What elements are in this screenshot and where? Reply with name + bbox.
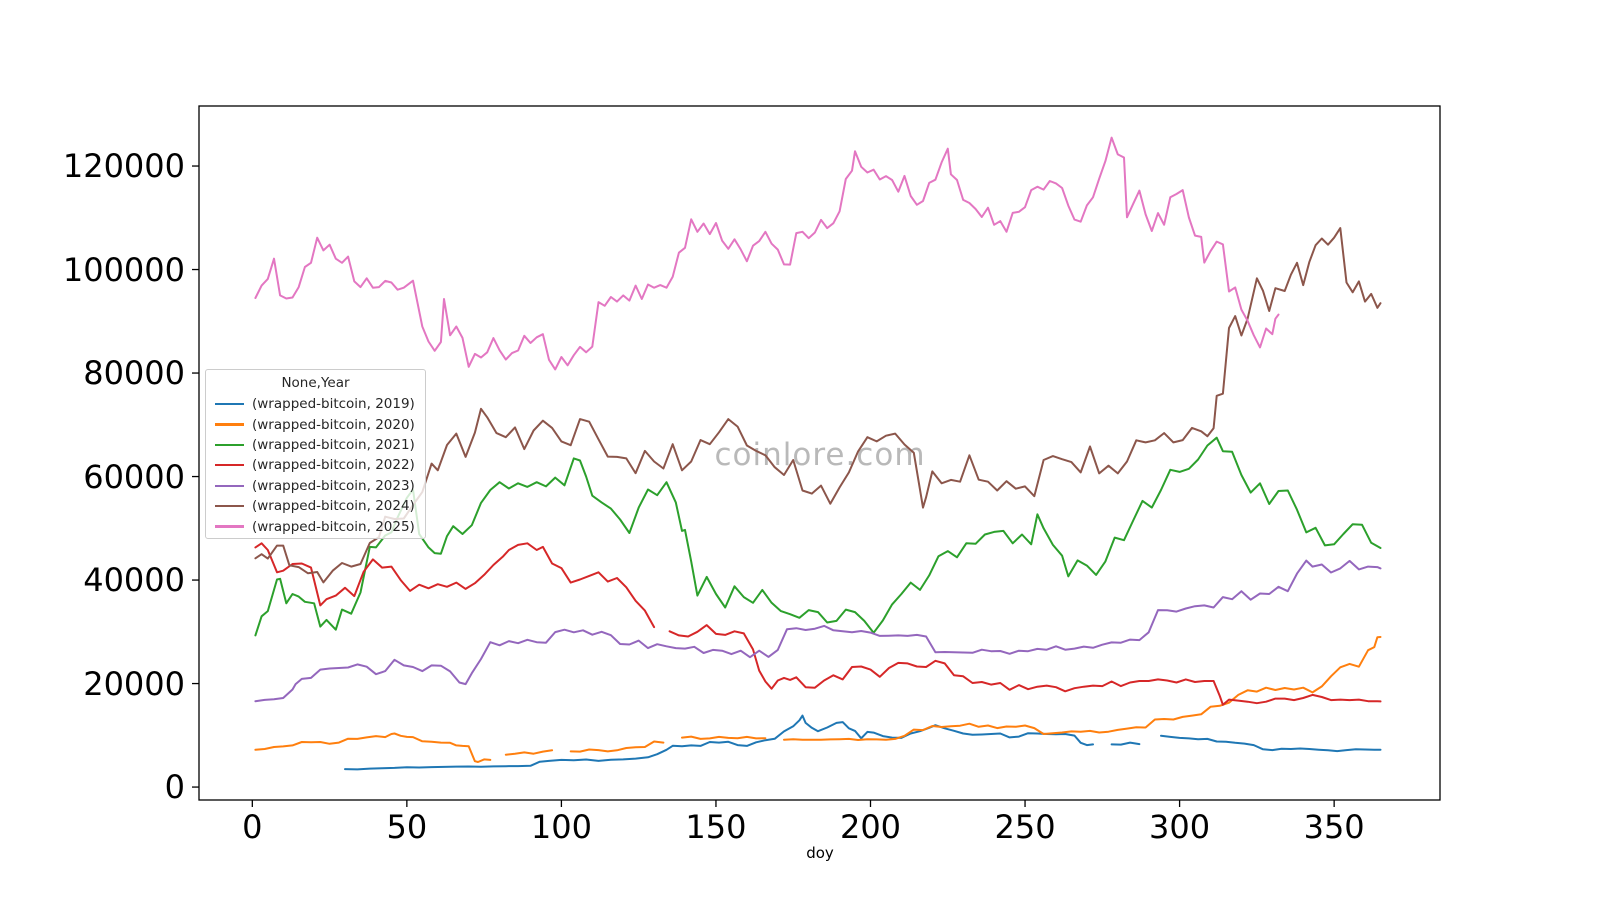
legend-line-swatch — [215, 423, 244, 426]
series-line-wrapped-bitcoin-2022 — [254, 542, 656, 629]
legend-item-label: (wrapped-bitcoin, 2023) — [252, 477, 415, 494]
legend-item-label: (wrapped-bitcoin, 2025) — [252, 518, 415, 535]
plot-border — [198, 105, 1441, 801]
series-line-wrapped-bitcoin-2020 — [569, 740, 665, 753]
legend-line-swatch — [215, 525, 244, 528]
legend-line-swatch — [215, 505, 244, 508]
legend-item-label: (wrapped-bitcoin, 2021) — [252, 436, 415, 453]
legend-item: (wrapped-bitcoin, 2020) — [206, 414, 425, 434]
legend-line-swatch — [215, 484, 244, 487]
series-line-wrapped-bitcoin-2020 — [254, 732, 492, 763]
legend-line-swatch — [215, 403, 244, 406]
series-line-wrapped-bitcoin-2019 — [1160, 734, 1382, 753]
legend-line-swatch — [215, 443, 244, 447]
legend-line-swatch — [215, 464, 244, 467]
legend-item-label: (wrapped-bitcoin, 2024) — [252, 498, 415, 515]
legend-item: (wrapped-bitcoin, 2021) — [206, 435, 425, 455]
legend-items: (wrapped-bitcoin, 2019) (wrapped-bitcoin,… — [206, 394, 425, 537]
legend-item: (wrapped-bitcoin, 2025) — [206, 516, 425, 536]
legend-item-label: (wrapped-bitcoin, 2022) — [252, 457, 415, 474]
series-line-wrapped-bitcoin-2020 — [783, 636, 1382, 741]
legend-item: (wrapped-bitcoin, 2023) — [206, 476, 425, 496]
watermark-text: coinlore.com — [714, 437, 926, 473]
legend-item-label: (wrapped-bitcoin, 2019) — [252, 396, 415, 413]
legend-item: (wrapped-bitcoin, 2024) — [206, 496, 425, 516]
series-line-wrapped-bitcoin-2020 — [681, 735, 767, 740]
series-line-wrapped-bitcoin-2025 — [254, 136, 1280, 371]
series-line-wrapped-bitcoin-2022 — [668, 624, 1382, 706]
series-line-wrapped-bitcoin-2019 — [1110, 741, 1141, 746]
x-axis-label: doy — [806, 844, 834, 862]
series-line-wrapped-bitcoin-2023 — [254, 559, 1382, 703]
legend-item: (wrapped-bitcoin, 2019) — [206, 394, 425, 414]
series-line-wrapped-bitcoin-2020 — [504, 749, 554, 756]
legend: None,Year (wrapped-bitcoin, 2019) (wrappe… — [205, 369, 426, 539]
legend-item-label: (wrapped-bitcoin, 2020) — [252, 416, 415, 433]
series-line-wrapped-bitcoin-2024 — [254, 227, 1382, 584]
legend-item: (wrapped-bitcoin, 2022) — [206, 455, 425, 475]
legend-title: None,Year — [281, 375, 350, 391]
series-line-wrapped-bitcoin-2019 — [344, 714, 1094, 771]
